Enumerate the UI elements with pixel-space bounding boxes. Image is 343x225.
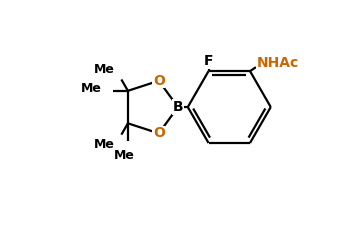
Text: Me: Me (94, 63, 115, 76)
Text: NHAc: NHAc (257, 56, 299, 70)
Text: Me: Me (94, 138, 115, 151)
Text: B: B (173, 100, 183, 114)
Text: O: O (153, 126, 165, 140)
Text: F: F (204, 54, 213, 68)
Text: Me: Me (114, 149, 134, 162)
Text: O: O (153, 74, 165, 88)
Text: Me: Me (81, 82, 102, 95)
